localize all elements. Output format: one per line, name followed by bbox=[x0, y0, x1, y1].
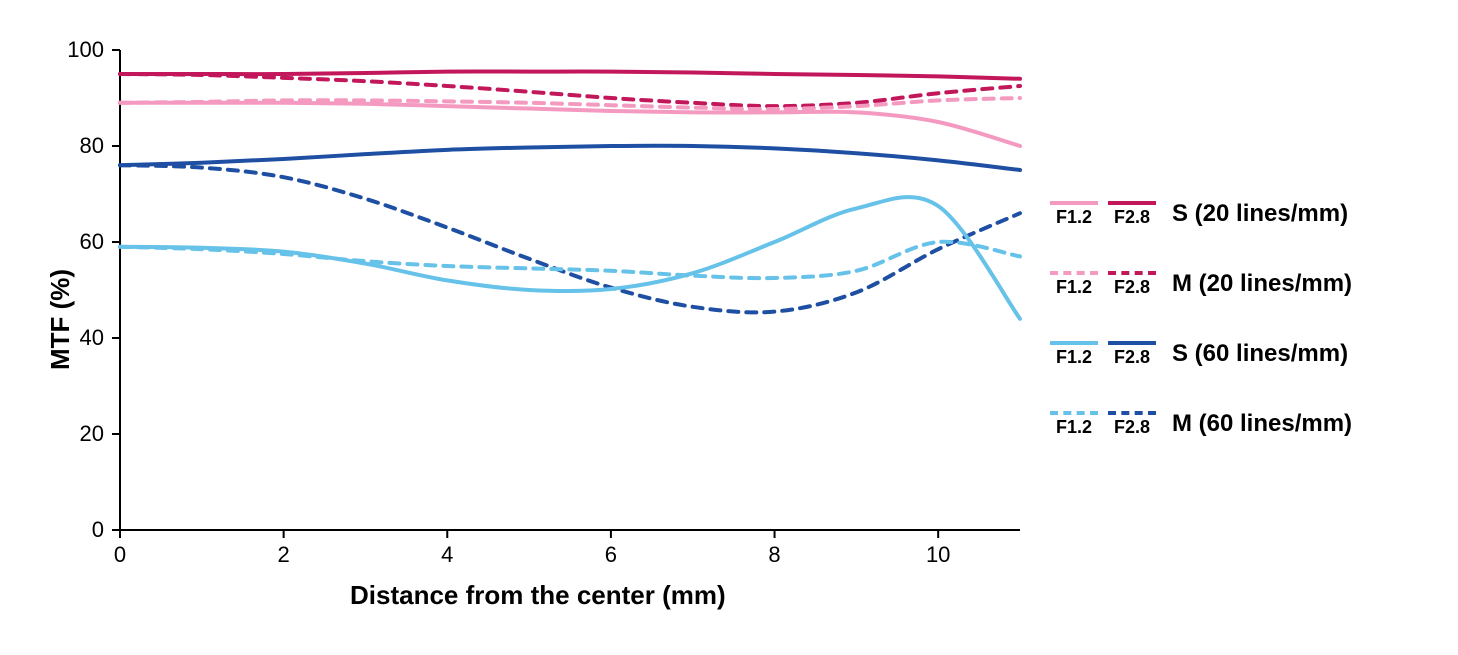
legend-swatch-label: F1.2 bbox=[1056, 417, 1092, 438]
legend-text: S (60 lines/mm) bbox=[1172, 340, 1348, 368]
legend-swatch-line bbox=[1050, 411, 1098, 415]
y-tick-label: 40 bbox=[80, 325, 104, 350]
legend-swatch-label: F1.2 bbox=[1056, 207, 1092, 228]
chart-area: 0 20 40 60 80 100 0 2 4 6 8 10 MTF (%) Distance fro… bbox=[20, 20, 1040, 620]
legend-swatch-label: F1.2 bbox=[1056, 277, 1092, 298]
legend-text: S (20 lines/mm) bbox=[1172, 200, 1348, 228]
legend-swatch-line bbox=[1108, 411, 1156, 415]
y-tick-label: 0 bbox=[92, 517, 104, 542]
legend-swatch-label: F1.2 bbox=[1056, 347, 1092, 368]
x-tick-label: 6 bbox=[605, 542, 617, 567]
x-tick-label: 10 bbox=[926, 542, 950, 567]
y-tick-label: 60 bbox=[80, 229, 104, 254]
legend-swatch-line bbox=[1050, 201, 1098, 205]
x-axis-label: Distance from the center (mm) bbox=[350, 580, 726, 611]
x-tick-label: 2 bbox=[278, 542, 290, 567]
y-tick-label: 20 bbox=[80, 421, 104, 446]
y-axis-label: MTF (%) bbox=[45, 269, 76, 370]
legend-swatch-line bbox=[1108, 271, 1156, 275]
legend-swatch-label: F2.8 bbox=[1114, 207, 1150, 228]
chart-svg: 0 20 40 60 80 100 0 2 4 6 8 10 bbox=[20, 20, 1040, 620]
series-s60_f12 bbox=[120, 197, 1020, 319]
legend-swatch: F2.8 bbox=[1108, 271, 1156, 298]
legend-swatch: F1.2 bbox=[1050, 411, 1098, 438]
legend-swatch-label: F2.8 bbox=[1114, 347, 1150, 368]
x-tick-label: 4 bbox=[441, 542, 453, 567]
legend-swatch: F2.8 bbox=[1108, 201, 1156, 228]
legend: F1.2 F2.8 S (20 lines/mm) F1.2 F2.8 M (20 lin… bbox=[1050, 200, 1430, 480]
series-s60_f28 bbox=[120, 146, 1020, 170]
y-tick-label: 100 bbox=[67, 37, 104, 62]
legend-row: F1.2 F2.8 S (20 lines/mm) bbox=[1050, 200, 1430, 228]
legend-swatch: F2.8 bbox=[1108, 411, 1156, 438]
legend-row: F1.2 F2.8 S (60 lines/mm) bbox=[1050, 340, 1430, 368]
legend-text: M (60 lines/mm) bbox=[1172, 410, 1352, 438]
series-s20_f12 bbox=[120, 103, 1020, 146]
legend-swatch-line bbox=[1050, 271, 1098, 275]
legend-swatch-label: F2.8 bbox=[1114, 277, 1150, 298]
legend-swatch: F1.2 bbox=[1050, 271, 1098, 298]
legend-swatch-line bbox=[1050, 341, 1098, 345]
x-tick-label: 8 bbox=[768, 542, 780, 567]
legend-swatch-line bbox=[1108, 201, 1156, 205]
legend-swatch: F1.2 bbox=[1050, 341, 1098, 368]
mtf-chart-figure: 0 20 40 60 80 100 0 2 4 6 8 10 MTF (%) Distance fro… bbox=[0, 0, 1458, 655]
legend-swatch-label: F2.8 bbox=[1114, 417, 1150, 438]
legend-swatch: F2.8 bbox=[1108, 341, 1156, 368]
legend-text: M (20 lines/mm) bbox=[1172, 270, 1352, 298]
y-tick-label: 80 bbox=[80, 133, 104, 158]
legend-row: F1.2 F2.8 M (20 lines/mm) bbox=[1050, 270, 1430, 298]
legend-row: F1.2 F2.8 M (60 lines/mm) bbox=[1050, 410, 1430, 438]
x-tick-label: 0 bbox=[114, 542, 126, 567]
legend-swatch: F1.2 bbox=[1050, 201, 1098, 228]
legend-swatch-line bbox=[1108, 341, 1156, 345]
